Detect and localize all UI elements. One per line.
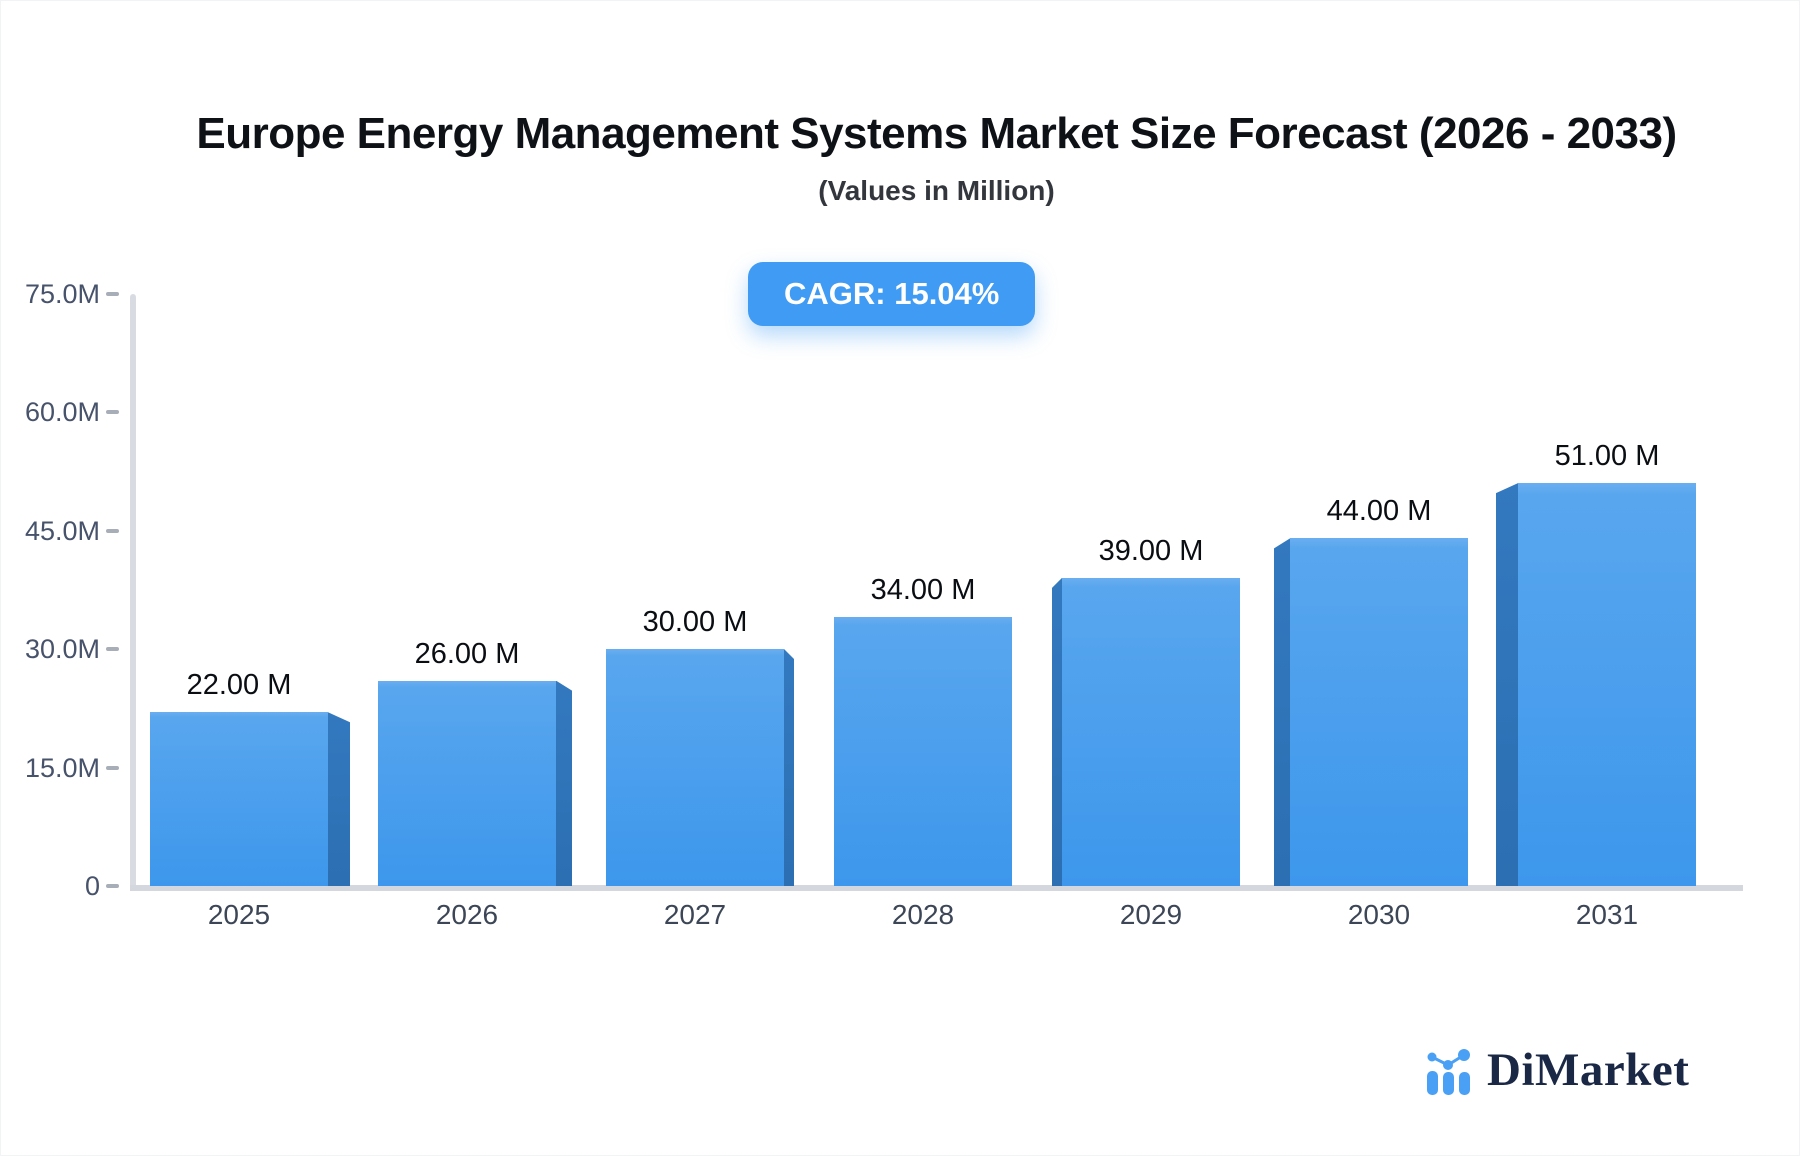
y-axis-tick-mark (106, 765, 119, 770)
bar-value-label: 44.00 M (1326, 495, 1432, 528)
x-axis-label: 2030 (1347, 899, 1411, 930)
bar-2029 (1062, 577, 1240, 886)
x-axis-label: 2025 (207, 899, 271, 930)
y-axis-tick-label: 75.0M (24, 278, 100, 309)
bar-3d-side (556, 680, 572, 886)
chart-subtitle: (Values in Million) (818, 175, 1055, 206)
x-axis-baseline (130, 885, 1743, 891)
y-axis-tick-label: 15.0M (24, 752, 100, 783)
bar-2026 (378, 680, 556, 886)
y-axis-tick-mark (106, 647, 119, 651)
bar-2030 (1290, 538, 1468, 886)
bar-chart-logo-icon (1427, 1049, 1470, 1095)
bar-2028 (834, 617, 1012, 886)
y-axis-tick-mark (106, 884, 119, 888)
bar-value-label: 39.00 M (1098, 534, 1204, 567)
bar-3d-side (784, 649, 794, 886)
bar-2027 (606, 649, 784, 886)
brand-logo: DiMarket (1423, 1041, 1689, 1099)
y-axis-tick-label: 0 (84, 871, 100, 901)
bar-3d-side (1052, 577, 1062, 886)
brand-logo-text: DiMarket (1487, 1044, 1690, 1096)
x-axis-label: 2027 (663, 899, 727, 930)
bar-value-label: 30.00 M (642, 606, 748, 638)
y-axis-tick-label: 60.0M (24, 397, 100, 427)
y-axis-tick-mark (106, 410, 119, 414)
bar-3d-side (328, 712, 350, 886)
y-axis-line (130, 294, 136, 888)
bar-3d-side (1496, 483, 1518, 886)
bar-value-label: 26.00 M (414, 637, 520, 670)
y-axis-tick-label: 45.0M (24, 515, 100, 546)
bar-value-label: 22.00 M (186, 669, 292, 702)
bar-value-label: 51.00 M (1554, 440, 1660, 473)
bar-2025 (150, 712, 328, 886)
cagr-badge: CAGR: 15.04% (748, 262, 1036, 326)
bar-value-label: 34.00 M (870, 574, 976, 607)
bar-3d-side (1274, 538, 1290, 886)
x-axis-label: 2029 (1119, 899, 1183, 930)
chart-title: Europe Energy Management Systems Market … (196, 109, 1677, 158)
y-axis-tick-mark (106, 528, 119, 533)
x-axis-label: 2028 (891, 899, 955, 930)
y-axis-tick-label: 30.0M (24, 634, 100, 664)
x-axis-label: 2026 (435, 899, 499, 930)
x-axis-label: 2031 (1575, 899, 1639, 930)
bar-2031 (1518, 483, 1696, 886)
y-axis-tick-mark (106, 291, 119, 296)
